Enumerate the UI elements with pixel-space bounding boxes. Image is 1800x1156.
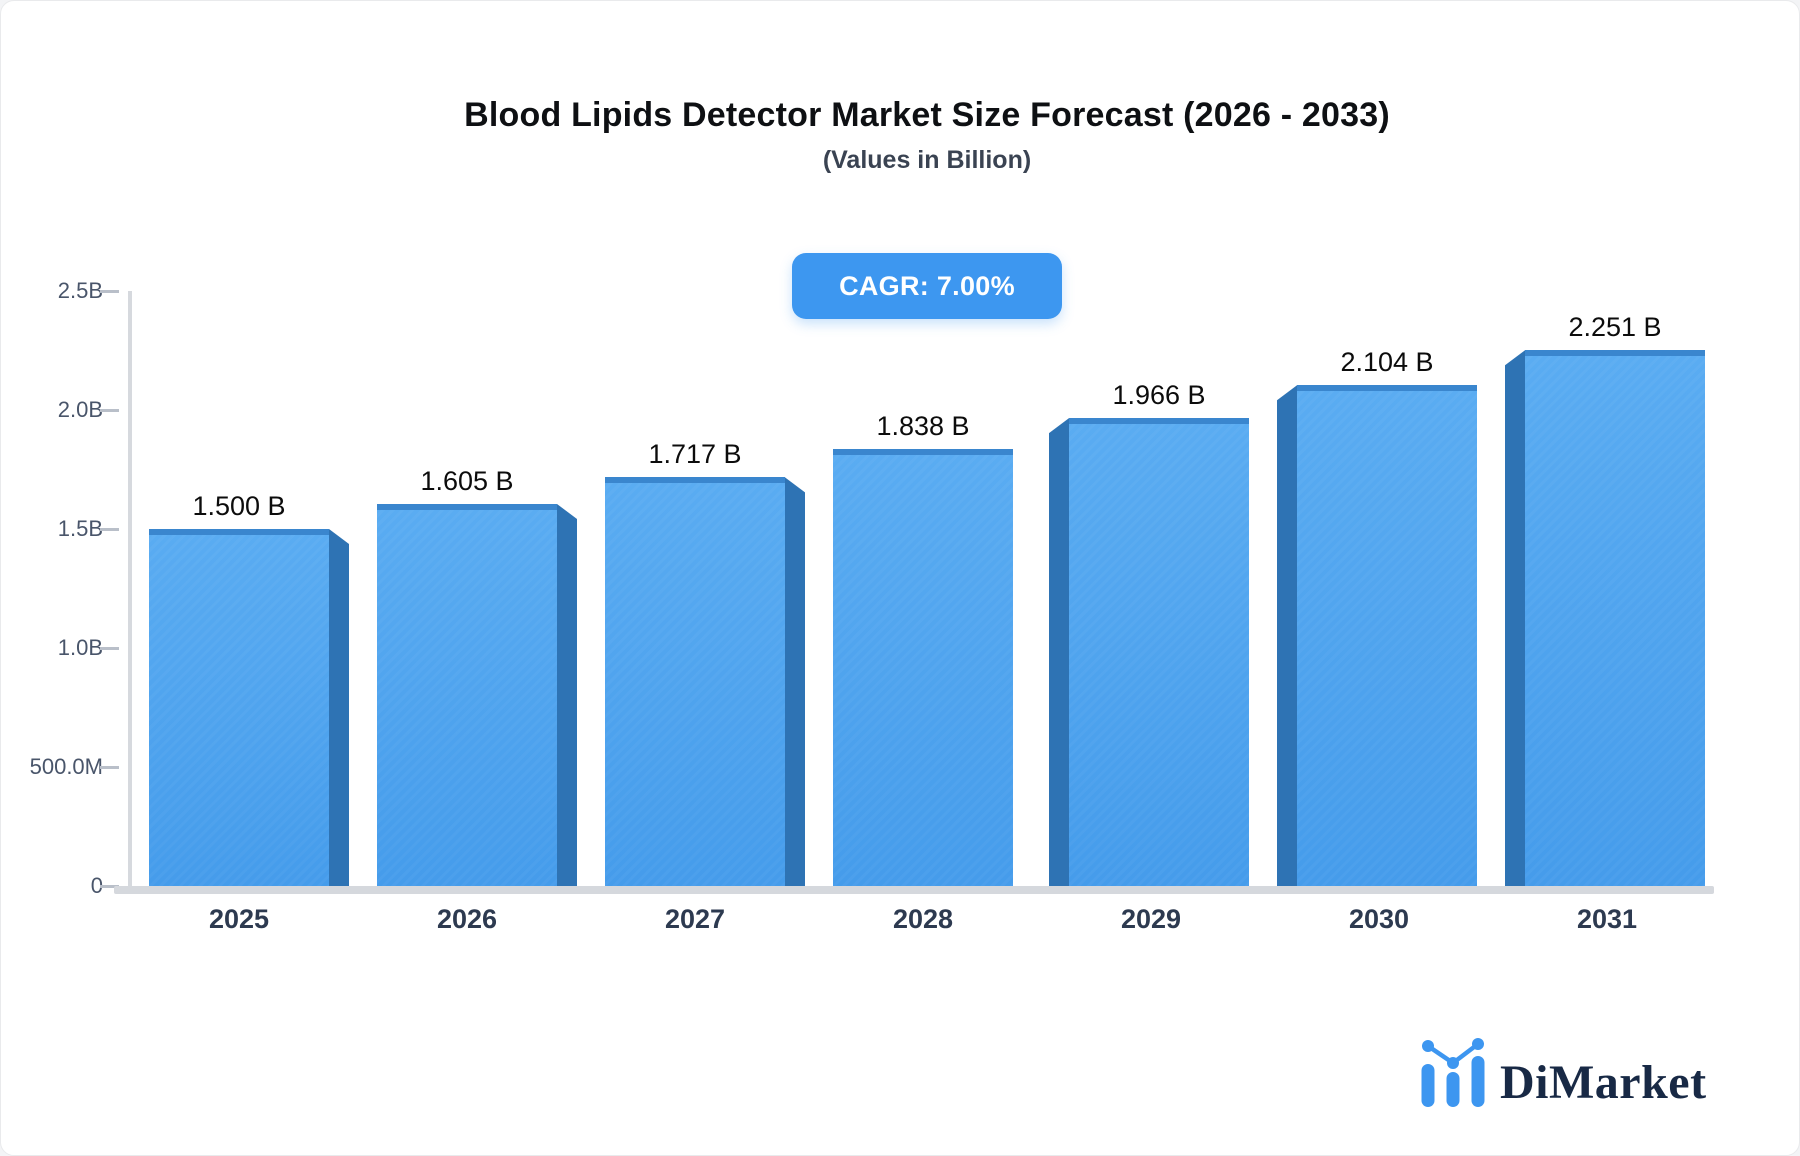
bar-3d-side-2030 [1277, 385, 1297, 886]
bar-2027 [605, 477, 785, 886]
bar-value-label-2031: 2.251 B [1568, 312, 1662, 343]
y-axis-tick-label: 1.5B [57, 516, 103, 541]
y-axis-tick-label: 2.5B [57, 278, 103, 303]
y-axis-tick-label: 500.0M [29, 754, 103, 779]
bar-value-label-2025: 1.500 B [192, 491, 286, 521]
x-axis-label-2031: 2031 [1576, 904, 1638, 934]
bar-top-bevel [605, 477, 785, 484]
bar-3d-side-2025 [329, 529, 349, 886]
x-axis-label-2029: 2029 [1120, 904, 1182, 934]
y-axis-tick-label: 2.0B [57, 397, 103, 422]
bar-top-bevel [1297, 385, 1477, 392]
bar-top-bevel [377, 504, 557, 510]
bar-3d-side-2027 [785, 477, 805, 886]
y-axis-tick-mark [100, 527, 119, 531]
y-axis-tick-label: 0 [90, 873, 103, 898]
bar-2031 [1525, 350, 1705, 886]
bar-2030 [1297, 385, 1477, 886]
x-axis-label-2026: 2026 [436, 904, 498, 934]
brand-watermark: DiMarket [1419, 1037, 1707, 1109]
y-axis-tick-mark [100, 765, 119, 769]
bar-texture [605, 477, 785, 886]
bar-texture [833, 448, 1013, 886]
bar-texture [1525, 350, 1705, 886]
chart-header: Blood Lipids Detector Market Size Foreca… [149, 95, 1705, 175]
y-axis-tick-label: 1.0B [57, 635, 103, 660]
chart-title: Blood Lipids Detector Market Size Foreca… [464, 96, 1390, 134]
bar-top-bevel [149, 529, 329, 535]
x-axis-label-2030: 2030 [1348, 904, 1410, 934]
y-axis-tick-mark [100, 289, 119, 293]
bar-top-bevel [1069, 418, 1249, 425]
bar-value-label-2029: 1.966 B [1112, 380, 1206, 411]
bar-value-label-2028: 1.838 B [876, 410, 970, 441]
bar-3d-side-2026 [557, 504, 577, 886]
bar-2025 [149, 529, 329, 886]
bar-2029 [1069, 418, 1249, 886]
bar-value-label-2027: 1.717 B [648, 439, 742, 470]
y-axis-tick-mark [100, 884, 119, 888]
bar-texture [1297, 385, 1477, 886]
x-axis-label-2025: 2025 [208, 904, 270, 934]
x-axis-label-2028: 2028 [892, 904, 954, 934]
y-axis-line [128, 291, 132, 889]
bar-top-bevel [833, 448, 1013, 455]
bar-top-bevel [1525, 350, 1705, 357]
bar-texture [1069, 418, 1249, 886]
x-axis-baseline [114, 886, 1714, 894]
y-axis-tick-mark [100, 408, 119, 412]
cagr-badge: CAGR: 7.00% [792, 253, 1062, 319]
bar-2028 [833, 448, 1013, 886]
x-axis-label-2027: 2027 [664, 904, 726, 934]
chart-subtitle: (Values in Billion) [822, 146, 1032, 174]
bar-3d-side-2029 [1049, 418, 1069, 886]
y-axis-tick-mark [100, 646, 119, 650]
bar-texture [377, 504, 557, 886]
bar-2026 [377, 504, 557, 886]
bar-value-label-2026: 1.605 B [420, 466, 514, 496]
cagr-badge-label: CAGR: 7.00% [839, 270, 1015, 301]
bar-value-label-2030: 2.104 B [1340, 347, 1434, 378]
bar-3d-side-2031 [1505, 350, 1525, 886]
bar-texture [149, 529, 329, 886]
brand-name: DiMarket [1500, 1056, 1707, 1109]
bar-chart-logo-icon [1421, 1038, 1485, 1107]
